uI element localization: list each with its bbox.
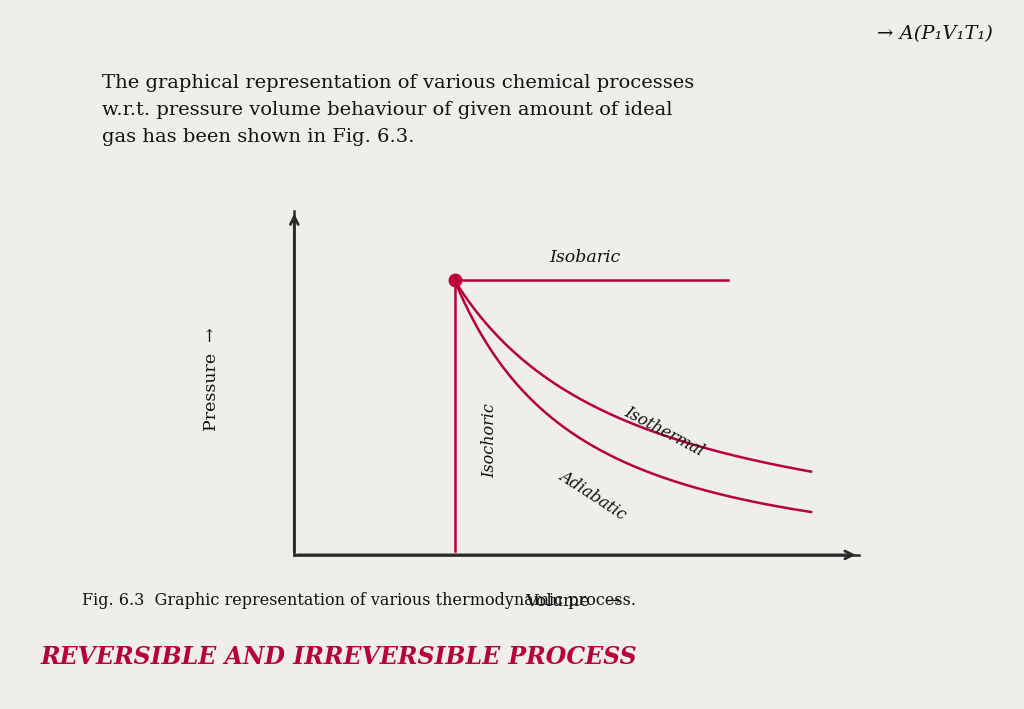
- Text: Isothermal: Isothermal: [621, 404, 707, 460]
- Text: Isochoric: Isochoric: [481, 403, 498, 478]
- Text: Pressure  →: Pressure →: [203, 327, 220, 430]
- Text: REVERSIBLE AND IRREVERSIBLE PROCESS: REVERSIBLE AND IRREVERSIBLE PROCESS: [41, 645, 638, 669]
- Text: The graphical representation of various chemical processes: The graphical representation of various …: [102, 74, 694, 92]
- Text: Fig. 6.3  Graphic representation of various thermodynamic process.: Fig. 6.3 Graphic representation of vario…: [82, 592, 636, 609]
- Text: w.r.t. pressure volume behaviour of given amount of ideal: w.r.t. pressure volume behaviour of give…: [102, 101, 673, 118]
- Text: Isobaric: Isobaric: [550, 249, 621, 266]
- Text: → A(P₁V₁T₁): → A(P₁V₁T₁): [878, 25, 993, 43]
- Text: Volume   →: Volume →: [525, 593, 622, 610]
- Text: Adiabatic: Adiabatic: [556, 467, 629, 523]
- Text: gas has been shown in Fig. 6.3.: gas has been shown in Fig. 6.3.: [102, 128, 415, 145]
